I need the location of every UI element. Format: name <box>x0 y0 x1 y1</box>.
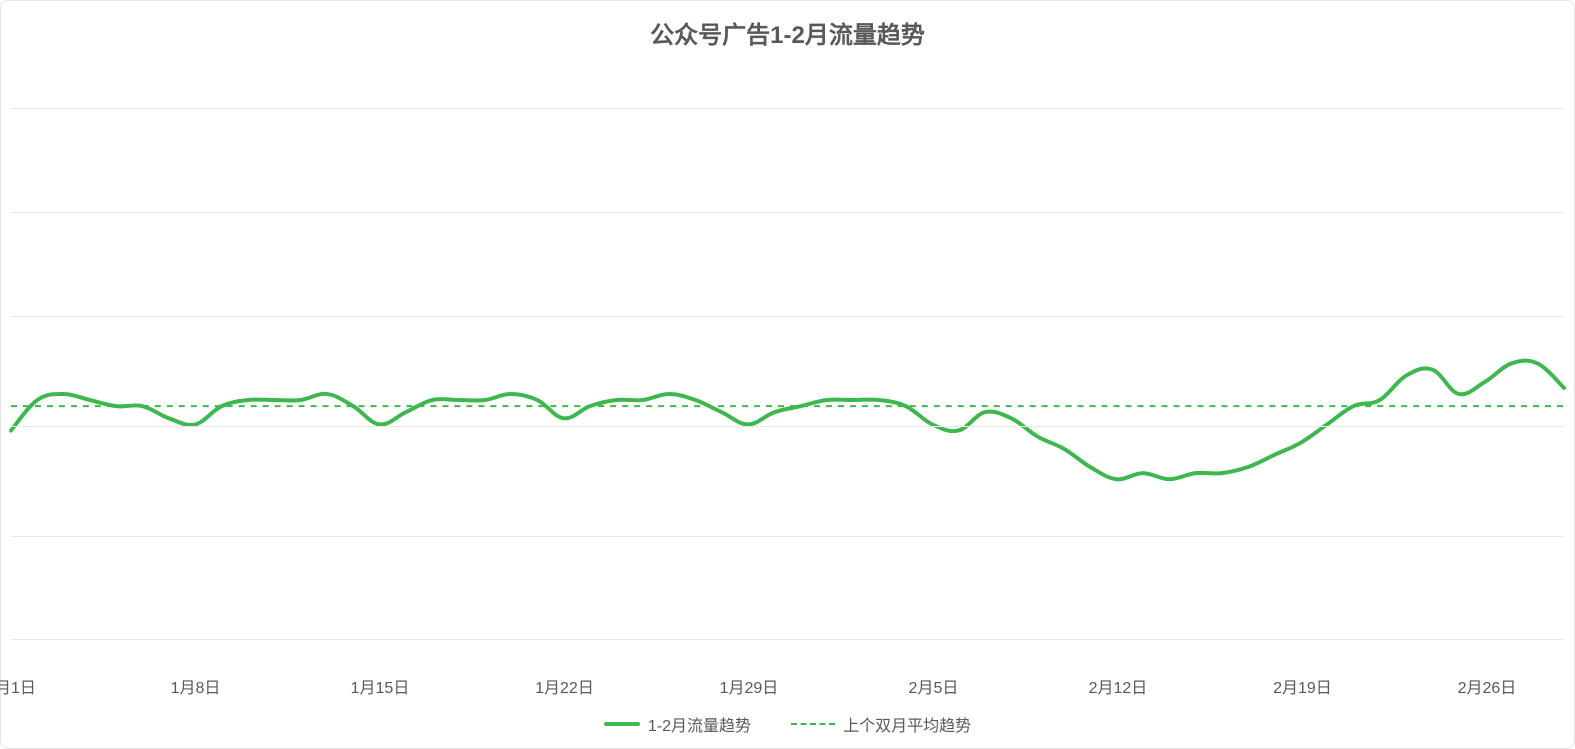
x-tick-label: 1月8日 <box>171 674 221 698</box>
x-tick-label: 1月1日 <box>0 674 36 698</box>
legend-label: 1-2月流量趋势 <box>648 712 751 736</box>
legend-item-dashed: 上个双月平均趋势 <box>791 712 971 736</box>
chart-svg <box>11 59 1564 668</box>
x-tick-label: 2月19日 <box>1273 674 1332 698</box>
trend-series <box>11 361 1564 480</box>
legend-swatch-solid <box>604 722 640 726</box>
x-tick-label: 2月26日 <box>1458 674 1517 698</box>
gridline <box>11 316 1564 317</box>
gridline <box>11 426 1564 427</box>
gridline <box>11 639 1564 640</box>
gridline <box>11 212 1564 213</box>
chart-container: 公众号广告1-2月流量趋势 1月1日 1月8日 1月15日 1月22日 1月29日 2月5… <box>0 0 1575 749</box>
gridline <box>11 108 1564 109</box>
x-tick-label: 2月5日 <box>909 674 959 698</box>
plot-area <box>11 59 1564 668</box>
legend-swatch-dashed <box>791 723 835 725</box>
x-tick-label: 2月12日 <box>1089 674 1148 698</box>
gridline <box>11 536 1564 537</box>
legend: 1-2月流量趋势 上个双月平均趋势 <box>1 712 1574 736</box>
chart-title: 公众号广告1-2月流量趋势 <box>1 1 1574 58</box>
x-axis: 1月1日1月8日1月15日1月22日1月29日2月5日2月12日2月19日2月2… <box>11 674 1564 698</box>
x-tick-label: 1月15日 <box>351 674 410 698</box>
legend-item-solid: 1-2月流量趋势 <box>604 712 751 736</box>
legend-label: 上个双月平均趋势 <box>843 712 971 736</box>
x-tick-label: 1月29日 <box>720 674 779 698</box>
x-tick-label: 1月22日 <box>535 674 594 698</box>
